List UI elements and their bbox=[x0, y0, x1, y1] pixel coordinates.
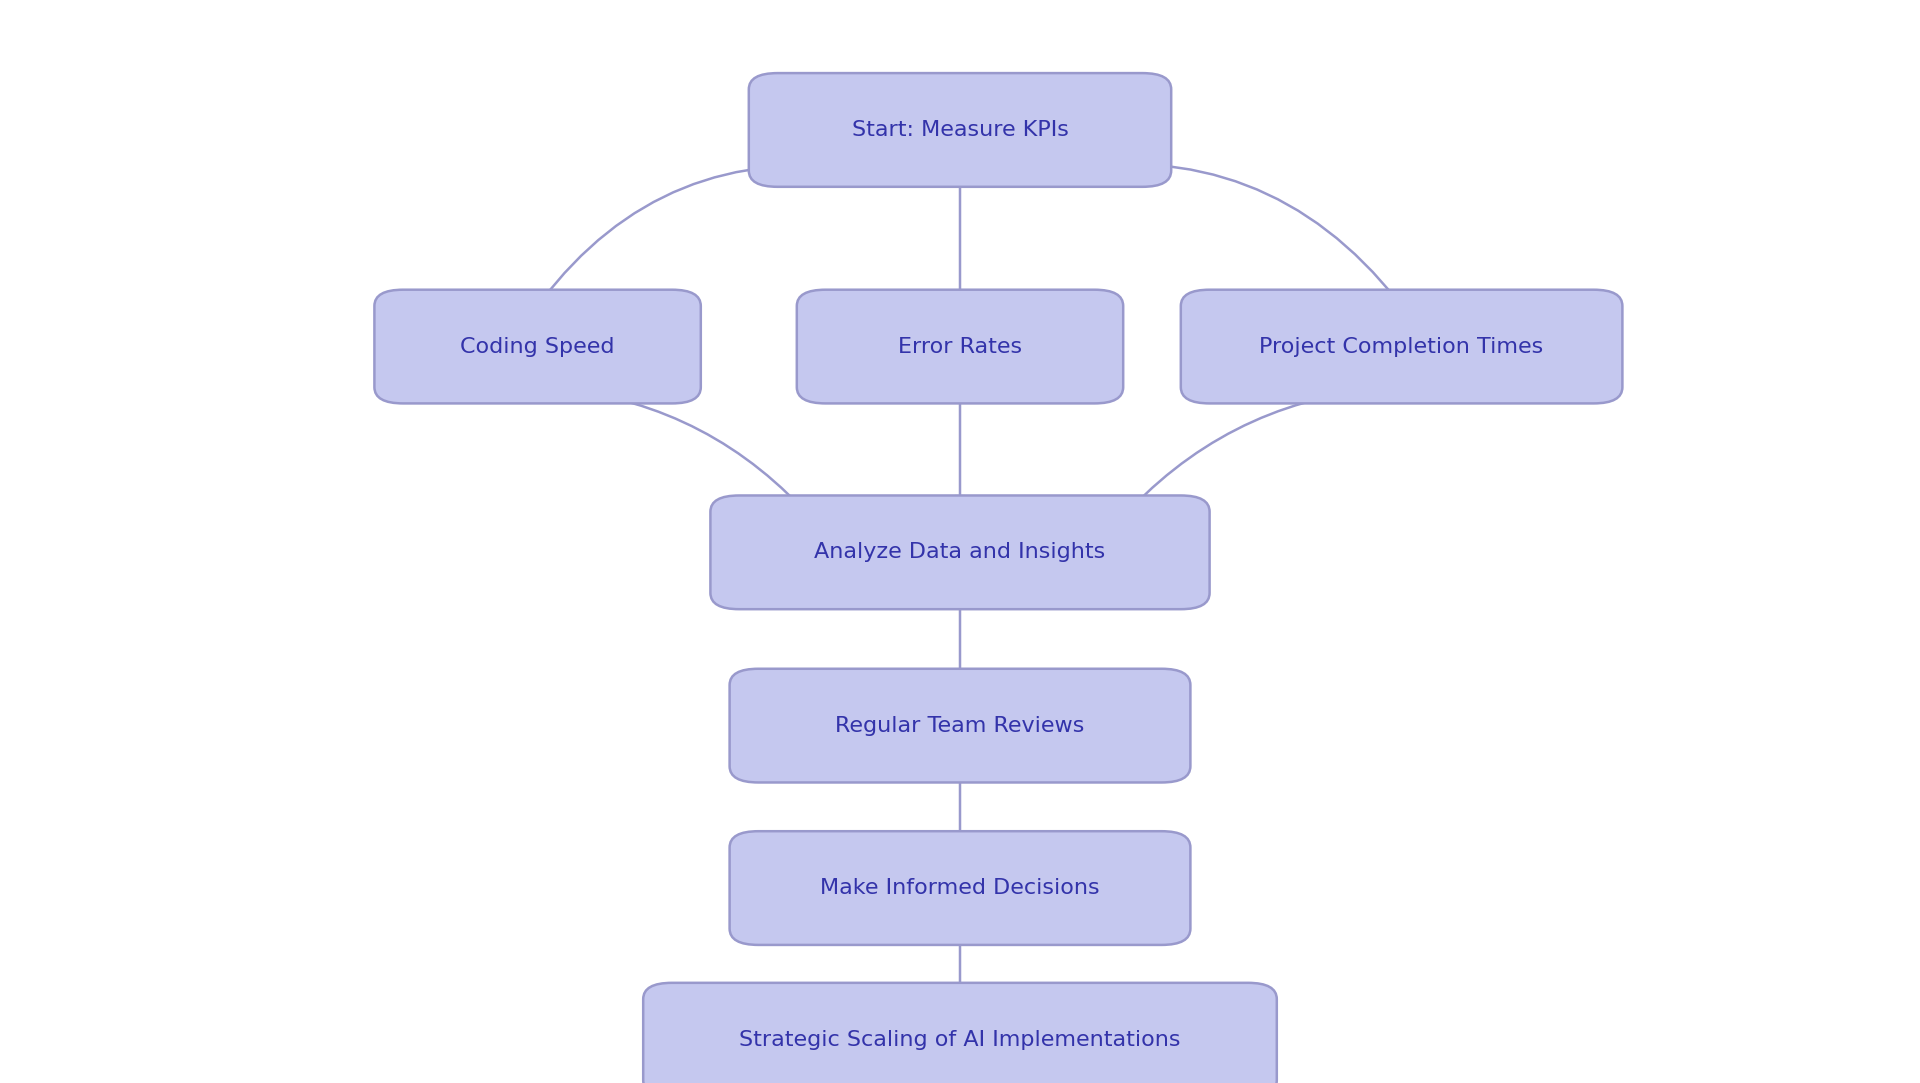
FancyBboxPatch shape bbox=[749, 74, 1171, 186]
Text: Error Rates: Error Rates bbox=[899, 337, 1021, 356]
FancyBboxPatch shape bbox=[374, 289, 701, 403]
Text: Start: Measure KPIs: Start: Measure KPIs bbox=[852, 120, 1068, 140]
FancyBboxPatch shape bbox=[643, 983, 1277, 1083]
Text: Strategic Scaling of AI Implementations: Strategic Scaling of AI Implementations bbox=[739, 1030, 1181, 1049]
Text: Regular Team Reviews: Regular Team Reviews bbox=[835, 716, 1085, 735]
Text: Analyze Data and Insights: Analyze Data and Insights bbox=[814, 543, 1106, 562]
FancyBboxPatch shape bbox=[710, 496, 1210, 609]
Text: Coding Speed: Coding Speed bbox=[461, 337, 614, 356]
FancyBboxPatch shape bbox=[730, 832, 1190, 944]
Text: Make Informed Decisions: Make Informed Decisions bbox=[820, 878, 1100, 898]
FancyBboxPatch shape bbox=[730, 668, 1190, 782]
FancyBboxPatch shape bbox=[1181, 289, 1622, 403]
FancyBboxPatch shape bbox=[797, 289, 1123, 403]
Text: Project Completion Times: Project Completion Times bbox=[1260, 337, 1544, 356]
